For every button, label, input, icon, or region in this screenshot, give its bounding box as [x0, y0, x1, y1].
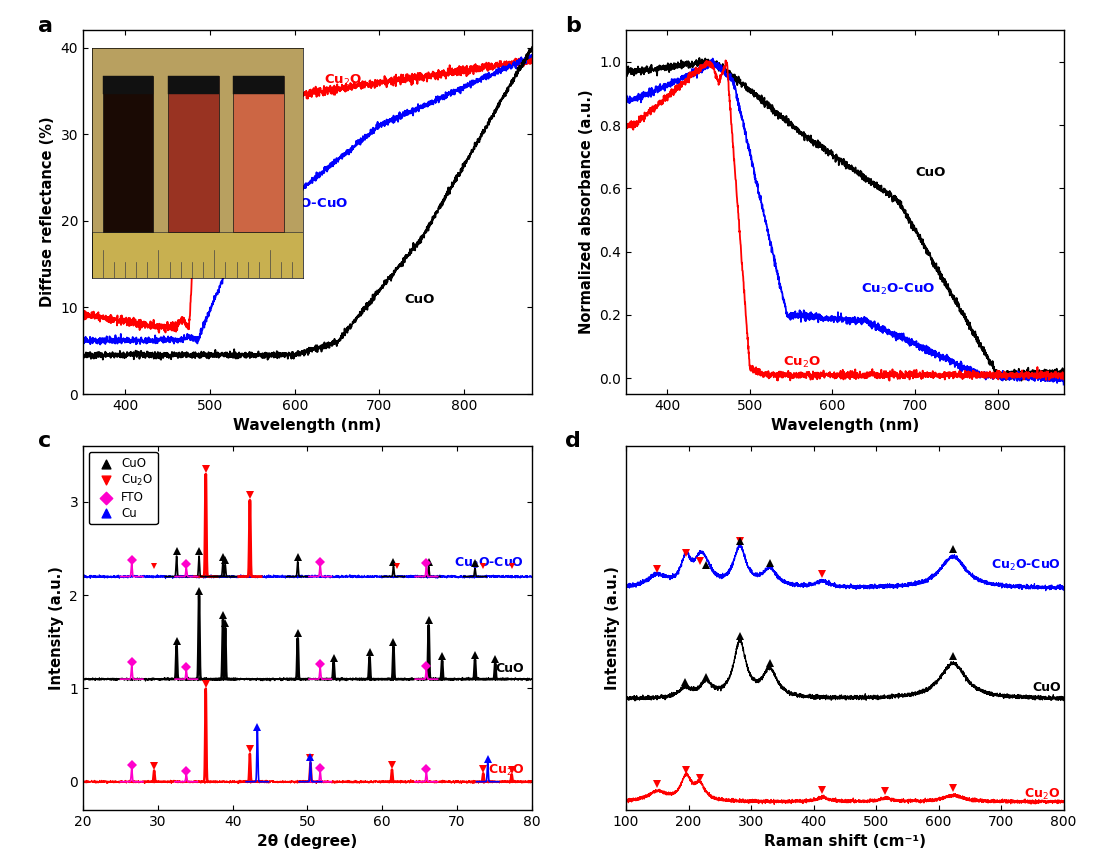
Text: Cu$_2$O: Cu$_2$O [489, 763, 524, 779]
Text: Cu$_2$O-CuO: Cu$_2$O-CuO [861, 281, 935, 297]
Y-axis label: Intensity (a.u.): Intensity (a.u.) [605, 565, 620, 690]
X-axis label: 2θ (degree): 2θ (degree) [257, 834, 358, 850]
Text: Cu$_2$O: Cu$_2$O [783, 354, 821, 370]
Text: a: a [38, 16, 53, 36]
Text: b: b [565, 16, 581, 36]
Text: CuO: CuO [404, 293, 435, 306]
Text: Cu$_2$O: Cu$_2$O [325, 73, 362, 88]
Text: CuO: CuO [915, 165, 945, 178]
Text: Cu$_2$O: Cu$_2$O [1025, 787, 1060, 802]
X-axis label: Wavelength (nm): Wavelength (nm) [234, 418, 381, 434]
Text: c: c [38, 431, 51, 451]
Text: Cu$_2$O-CuO: Cu$_2$O-CuO [274, 197, 348, 212]
X-axis label: Raman shift (cm⁻¹): Raman shift (cm⁻¹) [763, 834, 926, 850]
Y-axis label: Diffuse reflectance (%): Diffuse reflectance (%) [40, 117, 55, 307]
Y-axis label: Normalized absorbance (a.u.): Normalized absorbance (a.u.) [578, 90, 594, 334]
Text: Cu$_2$O-CuO: Cu$_2$O-CuO [991, 558, 1060, 572]
Text: Cu$_2$O-CuO: Cu$_2$O-CuO [454, 556, 524, 572]
Text: d: d [565, 431, 581, 451]
Legend: CuO, Cu$_2$O, FTO, Cu: CuO, Cu$_2$O, FTO, Cu [89, 452, 157, 524]
Text: CuO: CuO [1032, 681, 1060, 695]
X-axis label: Wavelength (nm): Wavelength (nm) [771, 418, 919, 434]
Text: CuO: CuO [495, 662, 524, 675]
Y-axis label: Intensity (a.u.): Intensity (a.u.) [49, 565, 64, 690]
